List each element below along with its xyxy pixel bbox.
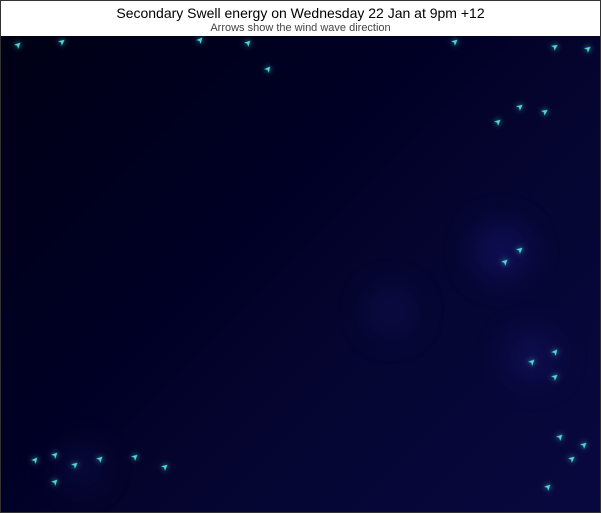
wind-arrow-icon — [242, 36, 256, 49]
wind-arrow-icon — [12, 37, 26, 51]
wind-arrow-icon — [262, 61, 276, 75]
wind-arrow-icon — [582, 41, 596, 55]
wind-arrow-icon — [549, 39, 563, 53]
wind-arrow-icon — [554, 429, 568, 443]
wind-arrow-icon — [566, 451, 580, 465]
wind-arrow-icon — [56, 36, 70, 48]
wind-arrow-icon — [514, 99, 528, 113]
swell-glow — [366, 286, 416, 336]
map-subtitle: Arrows show the wind wave direction — [1, 22, 600, 34]
map-canvas — [1, 36, 600, 512]
wind-arrow-icon — [159, 459, 173, 473]
wind-arrow-icon — [29, 452, 43, 466]
map-header: Secondary Swell energy on Wednesday 22 J… — [1, 1, 600, 36]
wind-arrow-icon — [578, 437, 592, 451]
wind-arrow-icon — [194, 36, 208, 46]
map-title: Secondary Swell energy on Wednesday 22 J… — [1, 5, 600, 21]
wind-arrow-icon — [542, 479, 556, 493]
map-container: Secondary Swell energy on Wednesday 22 J… — [0, 0, 601, 513]
wind-arrow-icon — [539, 104, 553, 118]
wind-arrow-icon — [129, 449, 143, 463]
wind-arrow-icon — [449, 36, 463, 48]
wind-arrow-icon — [492, 114, 506, 128]
